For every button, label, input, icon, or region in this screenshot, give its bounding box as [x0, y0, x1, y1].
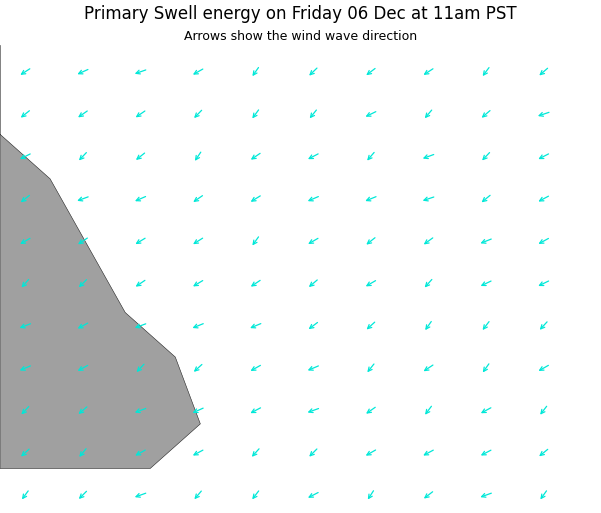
Text: Arrows show the wind wave direction: Arrows show the wind wave direction — [184, 30, 417, 43]
Text: Primary Swell energy on Friday 06 Dec at 11am PST: Primary Swell energy on Friday 06 Dec at… — [84, 5, 517, 23]
Polygon shape — [0, 45, 200, 468]
